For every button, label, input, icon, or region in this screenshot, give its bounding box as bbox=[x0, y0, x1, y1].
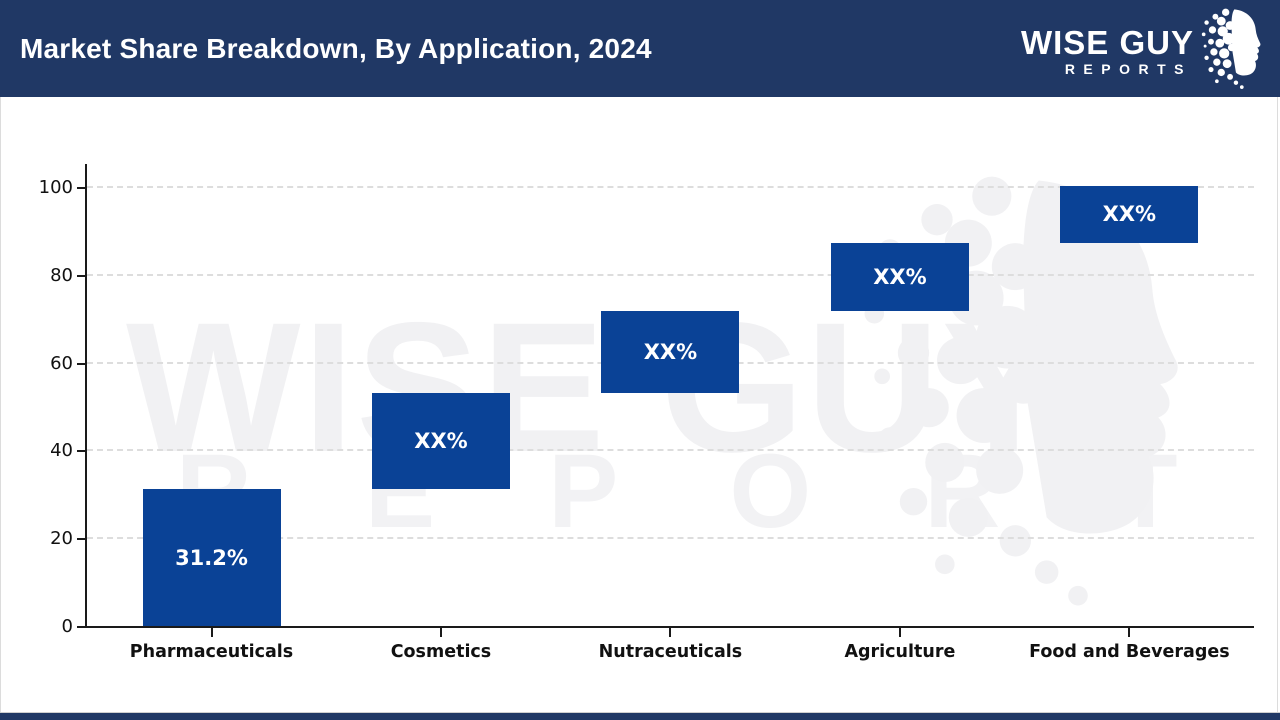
logo-head-icon bbox=[1201, 8, 1261, 89]
y-tick-mark bbox=[77, 187, 85, 189]
x-tick-mark bbox=[1128, 628, 1131, 637]
x-tick-mark bbox=[898, 628, 901, 637]
x-tick-mark bbox=[439, 628, 442, 637]
bar-value-label: XX% bbox=[873, 264, 927, 289]
x-tick-mark bbox=[210, 628, 213, 637]
bar: XX% bbox=[371, 392, 510, 490]
gridline bbox=[87, 273, 1254, 276]
bar-value-label: XX% bbox=[643, 339, 698, 364]
x-tick-label: Cosmetics bbox=[390, 642, 492, 662]
bar-value-label: 31.2% bbox=[175, 545, 248, 570]
x-axis-line bbox=[85, 626, 1254, 628]
bar: XX% bbox=[1060, 185, 1199, 244]
bar: 31.2% bbox=[142, 489, 281, 626]
y-tick-mark bbox=[77, 626, 85, 628]
x-tick-label: Food and Beverages bbox=[1029, 642, 1230, 662]
y-tick-label: 80 bbox=[50, 264, 73, 286]
chart-region: WISE GUY R E P O R T S 02040608010031.2%… bbox=[0, 97, 1278, 713]
logo-subtext: REPORTS bbox=[1064, 61, 1192, 77]
x-tick-label: Agriculture bbox=[844, 642, 956, 662]
y-tick-mark bbox=[77, 450, 85, 453]
bar: XX% bbox=[830, 243, 969, 311]
page-title: Market Share Breakdown, By Application, … bbox=[20, 32, 652, 64]
y-tick-label: 60 bbox=[50, 352, 73, 374]
plot-area: 0 20 40 60 80 100 31.2% Pharmaceuticals XX% Cosme… bbox=[1, 97, 1277, 713]
y-tick-mark bbox=[77, 274, 85, 277]
brand-logo: WISE GUY REPORTS bbox=[1012, 0, 1272, 97]
y-tick-mark bbox=[77, 362, 85, 365]
gridline bbox=[87, 537, 1254, 540]
footer-bar bbox=[0, 712, 1280, 720]
bar-value-label: XX% bbox=[1102, 202, 1157, 227]
gridline bbox=[87, 186, 1254, 188]
y-tick-label: 0 bbox=[61, 616, 73, 637]
logo-wordmark: WISE GUY bbox=[1020, 24, 1194, 61]
y-tick-label: 40 bbox=[50, 440, 73, 462]
x-tick-label: Pharmaceuticals bbox=[129, 642, 294, 662]
x-tick-label: Nutraceuticals bbox=[598, 642, 743, 662]
bar: XX% bbox=[601, 310, 740, 393]
y-tick-label: 20 bbox=[50, 528, 73, 550]
y-tick-label: 100 bbox=[38, 177, 73, 198]
bar-value-label: XX% bbox=[414, 428, 468, 453]
gridline bbox=[87, 449, 1254, 452]
x-tick-mark bbox=[669, 628, 672, 637]
y-tick-mark bbox=[77, 538, 85, 541]
header-band: Market Share Breakdown, By Application, … bbox=[0, 0, 1280, 97]
y-axis-line bbox=[85, 164, 87, 628]
